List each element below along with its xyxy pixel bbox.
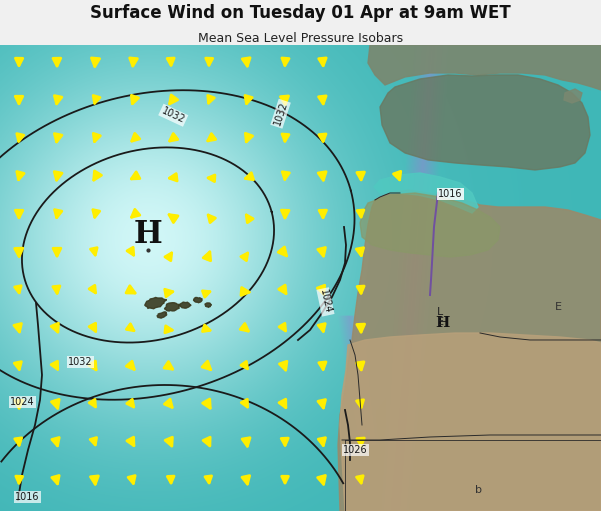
Text: 1024: 1024 xyxy=(318,289,333,315)
Text: b: b xyxy=(475,485,481,495)
Text: 1026: 1026 xyxy=(343,445,368,455)
Polygon shape xyxy=(564,89,582,103)
Polygon shape xyxy=(338,190,601,511)
Text: E: E xyxy=(555,302,562,312)
Text: 1016: 1016 xyxy=(15,492,40,502)
Polygon shape xyxy=(360,193,500,257)
Text: 1032: 1032 xyxy=(68,357,93,367)
Text: H: H xyxy=(435,316,449,330)
Text: Mean Sea Level Pressure Isobars: Mean Sea Level Pressure Isobars xyxy=(198,32,403,45)
Polygon shape xyxy=(368,45,601,90)
Polygon shape xyxy=(194,297,202,303)
Text: 1032: 1032 xyxy=(160,105,186,125)
Text: E: E xyxy=(437,317,444,327)
Text: 1024: 1024 xyxy=(10,397,35,407)
Polygon shape xyxy=(374,173,478,213)
Polygon shape xyxy=(205,303,212,307)
Text: Surface Wind on Tuesday 01 Apr at 9am WET: Surface Wind on Tuesday 01 Apr at 9am WE… xyxy=(90,5,511,22)
Polygon shape xyxy=(157,312,167,318)
Text: 1016: 1016 xyxy=(438,189,463,199)
Text: L: L xyxy=(437,307,444,317)
Polygon shape xyxy=(380,75,590,170)
Text: 1032: 1032 xyxy=(272,101,289,127)
Text: H: H xyxy=(133,220,162,250)
Polygon shape xyxy=(145,297,166,309)
Polygon shape xyxy=(165,303,180,311)
Polygon shape xyxy=(179,302,191,308)
Polygon shape xyxy=(340,333,601,511)
